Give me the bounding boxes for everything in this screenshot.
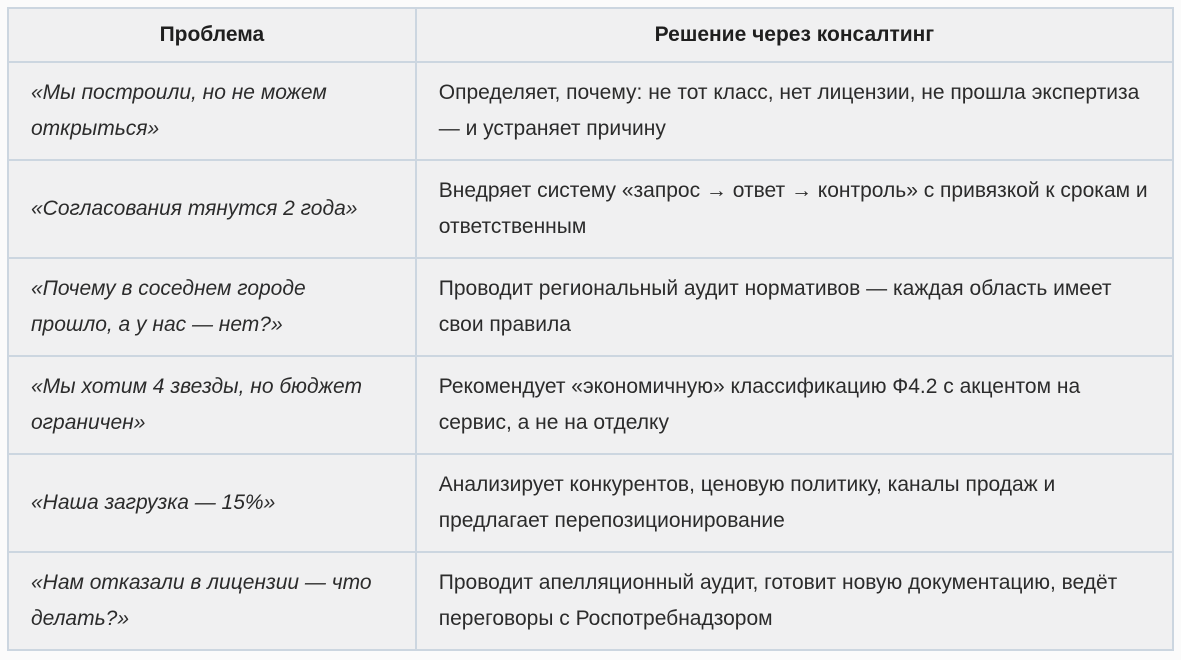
solution-cell: Проводит апелляционный аудит, готовит но…	[414, 551, 1175, 651]
table-row: «Наша загрузка — 15%» Анализирует конкур…	[7, 453, 1175, 553]
problem-cell: «Мы построили, но не можем открыться»	[7, 61, 417, 161]
problems-solutions-table: Проблема Решение через консалтинг «Мы по…	[7, 7, 1175, 651]
table-row: «Почему в соседнем городе прошло, а у на…	[7, 257, 1175, 357]
problem-cell: «Мы хотим 4 звезды, но бюджет ограничен»	[7, 355, 417, 455]
problem-cell: «Наша загрузка — 15%»	[7, 453, 417, 553]
solution-cell: Рекомендует «экономичную» классификацию …	[414, 355, 1175, 455]
solution-cell: Внедряет систему «запрос → ответ → контр…	[414, 159, 1175, 259]
column-header-solution: Решение через консалтинг	[414, 7, 1175, 63]
column-header-problem: Проблема	[7, 7, 417, 63]
table-row: «Мы построили, но не можем открыться» Оп…	[7, 61, 1175, 161]
table-row: «Согласования тянутся 2 года» Внедряет с…	[7, 159, 1175, 259]
solution-cell: Определяет, почему: не тот класс, нет ли…	[414, 61, 1175, 161]
table-row: «Нам отказали в лицензии — что делать?» …	[7, 551, 1175, 651]
solution-cell: Анализирует конкурентов, ценовую политик…	[414, 453, 1175, 553]
table-row: «Мы хотим 4 звезды, но бюджет ограничен»…	[7, 355, 1175, 455]
solution-cell: Проводит региональный аудит нормативов —…	[414, 257, 1175, 357]
problem-cell: «Почему в соседнем городе прошло, а у на…	[7, 257, 417, 357]
problem-cell: «Нам отказали в лицензии — что делать?»	[7, 551, 417, 651]
header-row: Проблема Решение через консалтинг	[7, 7, 1175, 63]
problem-cell: «Согласования тянутся 2 года»	[7, 159, 417, 259]
